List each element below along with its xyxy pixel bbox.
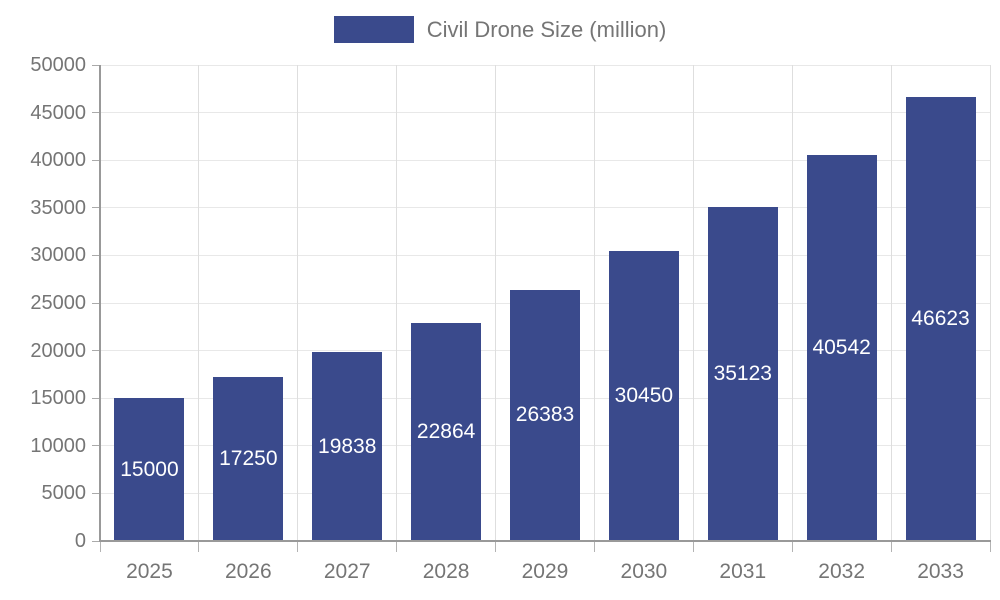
x-axis-tick-label: 2027 — [323, 560, 371, 583]
x-axis-tick — [198, 541, 200, 552]
x-axis-tick-label: 2029 — [521, 560, 569, 583]
legend-item[interactable]: Civil Drone Size (million) — [0, 16, 1000, 43]
y-axis-tick-label: 25000 — [30, 292, 86, 314]
bar-value-label: 15000 — [120, 457, 179, 481]
bar-2027: 19838 — [312, 352, 383, 541]
v-gridline — [297, 65, 299, 541]
bar-2025: 15000 — [114, 398, 185, 541]
x-axis-tick-label: 2032 — [818, 560, 866, 583]
y-axis-tick-label: 15000 — [30, 387, 86, 410]
x-axis-tick-label: 2026 — [224, 560, 272, 583]
y-axis-tick — [92, 397, 100, 399]
x-axis-tick — [495, 541, 497, 552]
y-axis-tick — [92, 254, 100, 256]
bar-value-label: 46623 — [911, 307, 970, 331]
x-axis-tick — [692, 541, 694, 552]
x-axis-line — [99, 540, 991, 542]
h-gridline — [100, 159, 990, 161]
x-axis-tick-label: 2033 — [917, 560, 964, 583]
y-axis-tick — [92, 302, 100, 304]
y-axis-tick — [92, 159, 100, 161]
bar-value-label: 30450 — [614, 384, 674, 408]
v-gridline — [593, 65, 595, 541]
bar-value-label: 22864 — [416, 420, 476, 444]
v-gridline — [890, 65, 892, 541]
x-axis-tick — [791, 541, 793, 552]
bar-value-label: 26383 — [515, 403, 575, 427]
v-gridline — [396, 65, 398, 541]
bar-2030: 30450 — [608, 251, 679, 541]
x-axis-tick-label: 2028 — [422, 560, 470, 583]
h-gridline — [100, 207, 990, 209]
y-axis-tick — [92, 540, 100, 542]
bar-value-label: 40542 — [812, 336, 871, 359]
bar-2033: 46623 — [905, 97, 976, 541]
x-axis-tick — [890, 541, 892, 552]
y-axis-tick-label: 20000 — [30, 339, 86, 362]
y-axis-tick — [92, 350, 100, 352]
h-gridline — [100, 254, 990, 256]
x-axis-tick — [297, 541, 299, 552]
y-axis-tick-label: 10000 — [30, 434, 86, 457]
legend-label: Civil Drone Size (million) — [426, 16, 667, 42]
h-gridline — [100, 112, 990, 114]
v-gridline — [791, 65, 793, 541]
x-axis-tick-label: 2030 — [620, 560, 668, 583]
x-axis-tick-label: 2025 — [126, 560, 173, 583]
bar-value-label: 35123 — [713, 361, 772, 385]
legend-swatch — [333, 16, 414, 43]
y-axis-tick-label: 0 — [74, 530, 86, 552]
y-axis-line — [99, 65, 101, 542]
bar-2026: 17250 — [213, 376, 284, 541]
y-axis-tick — [92, 492, 100, 494]
h-gridline — [100, 64, 990, 66]
bar-value-label: 17250 — [219, 446, 278, 470]
y-axis-tick-label: 50000 — [30, 54, 86, 76]
y-axis-tick — [92, 207, 100, 209]
y-axis-tick-label: 5000 — [41, 482, 87, 505]
y-axis-tick — [92, 445, 100, 447]
bar-2029: 26383 — [510, 289, 580, 541]
x-axis-tick — [593, 541, 595, 552]
y-axis-tick-label: 45000 — [30, 101, 86, 124]
y-axis-tick — [92, 112, 100, 114]
x-axis-tick — [99, 541, 101, 552]
y-axis-tick-label: 40000 — [30, 149, 86, 172]
y-axis-tick — [92, 64, 100, 66]
bar-2031: 35123 — [707, 206, 778, 541]
v-gridline — [989, 65, 991, 541]
bar-2032: 40542 — [806, 155, 877, 541]
y-axis-tick-label: 30000 — [30, 244, 86, 267]
x-axis-tick — [396, 541, 398, 552]
bar-2028: 22864 — [411, 323, 482, 541]
x-axis-tick — [989, 541, 991, 552]
y-axis-tick-label: 35000 — [30, 196, 86, 219]
bar-value-label: 19838 — [318, 434, 377, 458]
x-axis-tick-label: 2031 — [719, 560, 767, 583]
v-gridline — [495, 65, 497, 541]
v-gridline — [692, 65, 694, 541]
v-gridline — [198, 65, 200, 541]
